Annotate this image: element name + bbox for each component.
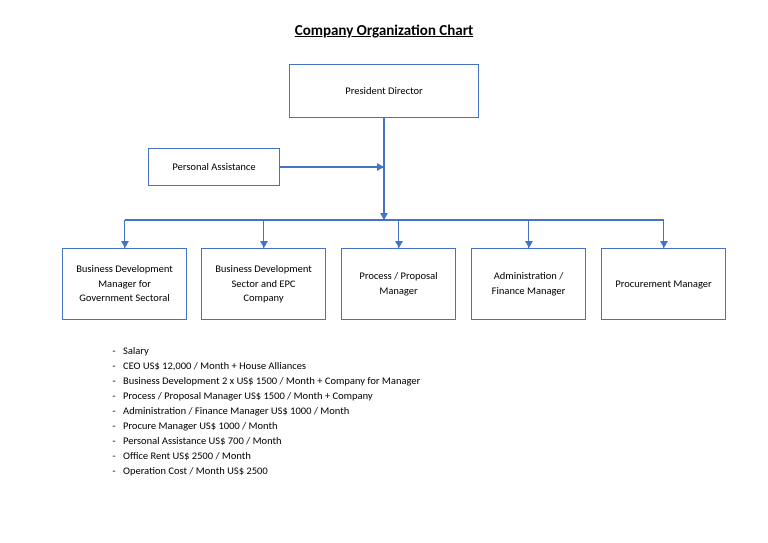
bullet-item: -Procure Manager US$ 1000 / Month — [105, 419, 420, 432]
bullet-dash: - — [105, 344, 123, 357]
node-process: Process / ProposalManager — [341, 248, 456, 320]
chart-title: Company Organization Chart — [0, 22, 768, 40]
bullet-dash: - — [105, 359, 123, 372]
bullet-dash: - — [105, 389, 123, 402]
bullet-text: CEO US$ 12,000 / Month + House Alliances — [123, 359, 306, 372]
node-assistant: Personal Assistance — [148, 148, 280, 186]
node-label: Administration /Finance Manager — [492, 269, 566, 298]
bullet-item: -Salary — [105, 344, 420, 357]
bullet-item: -Administration / Finance Manager US$ 10… — [105, 404, 420, 417]
bullet-dash: - — [105, 404, 123, 417]
bullet-dash: - — [105, 374, 123, 387]
bullet-text: Procure Manager US$ 1000 / Month — [123, 419, 278, 432]
bullet-text: Process / Proposal Manager US$ 1500 / Mo… — [123, 389, 373, 402]
bullet-dash: - — [105, 464, 123, 477]
node-label: Business DevelopmentSector and EPCCompan… — [215, 262, 312, 306]
bullet-text: Operation Cost / Month US$ 2500 — [123, 464, 268, 477]
node-bd-gov: Business DevelopmentManager forGovernmen… — [62, 248, 187, 320]
node-president: President Director — [289, 64, 479, 118]
bullet-item: -Personal Assistance US$ 700 / Month — [105, 434, 420, 447]
node-label: Procurement Manager — [615, 277, 711, 292]
bullet-list: -Salary-CEO US$ 12,000 / Month + House A… — [105, 344, 420, 479]
node-label: President Director — [345, 84, 422, 99]
node-label: Process / ProposalManager — [359, 269, 437, 298]
node-procure: Procurement Manager — [601, 248, 726, 320]
bullet-text: Salary — [123, 344, 149, 357]
bullet-text: Administration / Finance Manager US$ 100… — [123, 404, 349, 417]
bullet-text: Personal Assistance US$ 700 / Month — [123, 434, 282, 447]
bullet-item: -CEO US$ 12,000 / Month + House Alliance… — [105, 359, 420, 372]
bullet-item: -Office Rent US$ 2500 / Month — [105, 449, 420, 462]
node-label: Personal Assistance — [172, 160, 255, 175]
bullet-item: -Process / Proposal Manager US$ 1500 / M… — [105, 389, 420, 402]
bullet-dash: - — [105, 419, 123, 432]
bullet-item: -Operation Cost / Month US$ 2500 — [105, 464, 420, 477]
bullet-dash: - — [105, 449, 123, 462]
node-bd-epc: Business DevelopmentSector and EPCCompan… — [201, 248, 326, 320]
bullet-item: -Business Development 2 x US$ 1500 / Mon… — [105, 374, 420, 387]
node-admin: Administration /Finance Manager — [471, 248, 586, 320]
bullet-text: Office Rent US$ 2500 / Month — [123, 449, 251, 462]
node-label: Business DevelopmentManager forGovernmen… — [76, 262, 173, 306]
bullet-dash: - — [105, 434, 123, 447]
bullet-text: Business Development 2 x US$ 1500 / Mont… — [123, 374, 420, 387]
